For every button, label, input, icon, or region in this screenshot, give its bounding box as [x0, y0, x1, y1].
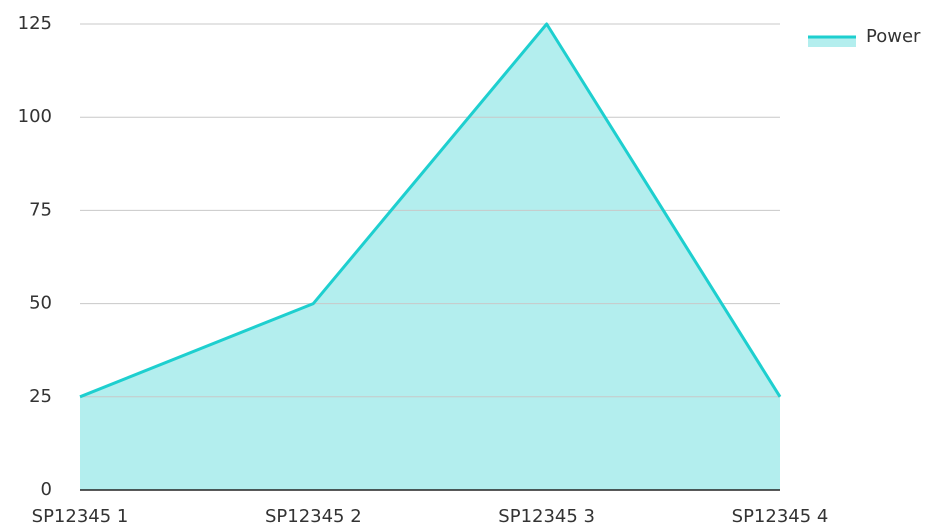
y-tick-label: 75	[29, 199, 52, 220]
legend-label: Power	[866, 26, 921, 47]
y-tick-label: 25	[29, 386, 52, 407]
y-tick-label: 50	[29, 293, 52, 314]
x-tick-label: SP12345 4	[732, 506, 829, 527]
x-tick-label: SP12345 2	[265, 506, 362, 527]
area-fill	[80, 24, 780, 490]
area-line	[79, 22, 782, 399]
legend-swatch	[808, 37, 856, 47]
y-tick-label: 100	[18, 106, 52, 127]
x-tick-label: SP12345 3	[498, 506, 595, 527]
y-tick-label: 0	[41, 479, 52, 500]
y-tick-label: 125	[18, 13, 52, 34]
x-tick-label: SP12345 1	[32, 506, 129, 527]
